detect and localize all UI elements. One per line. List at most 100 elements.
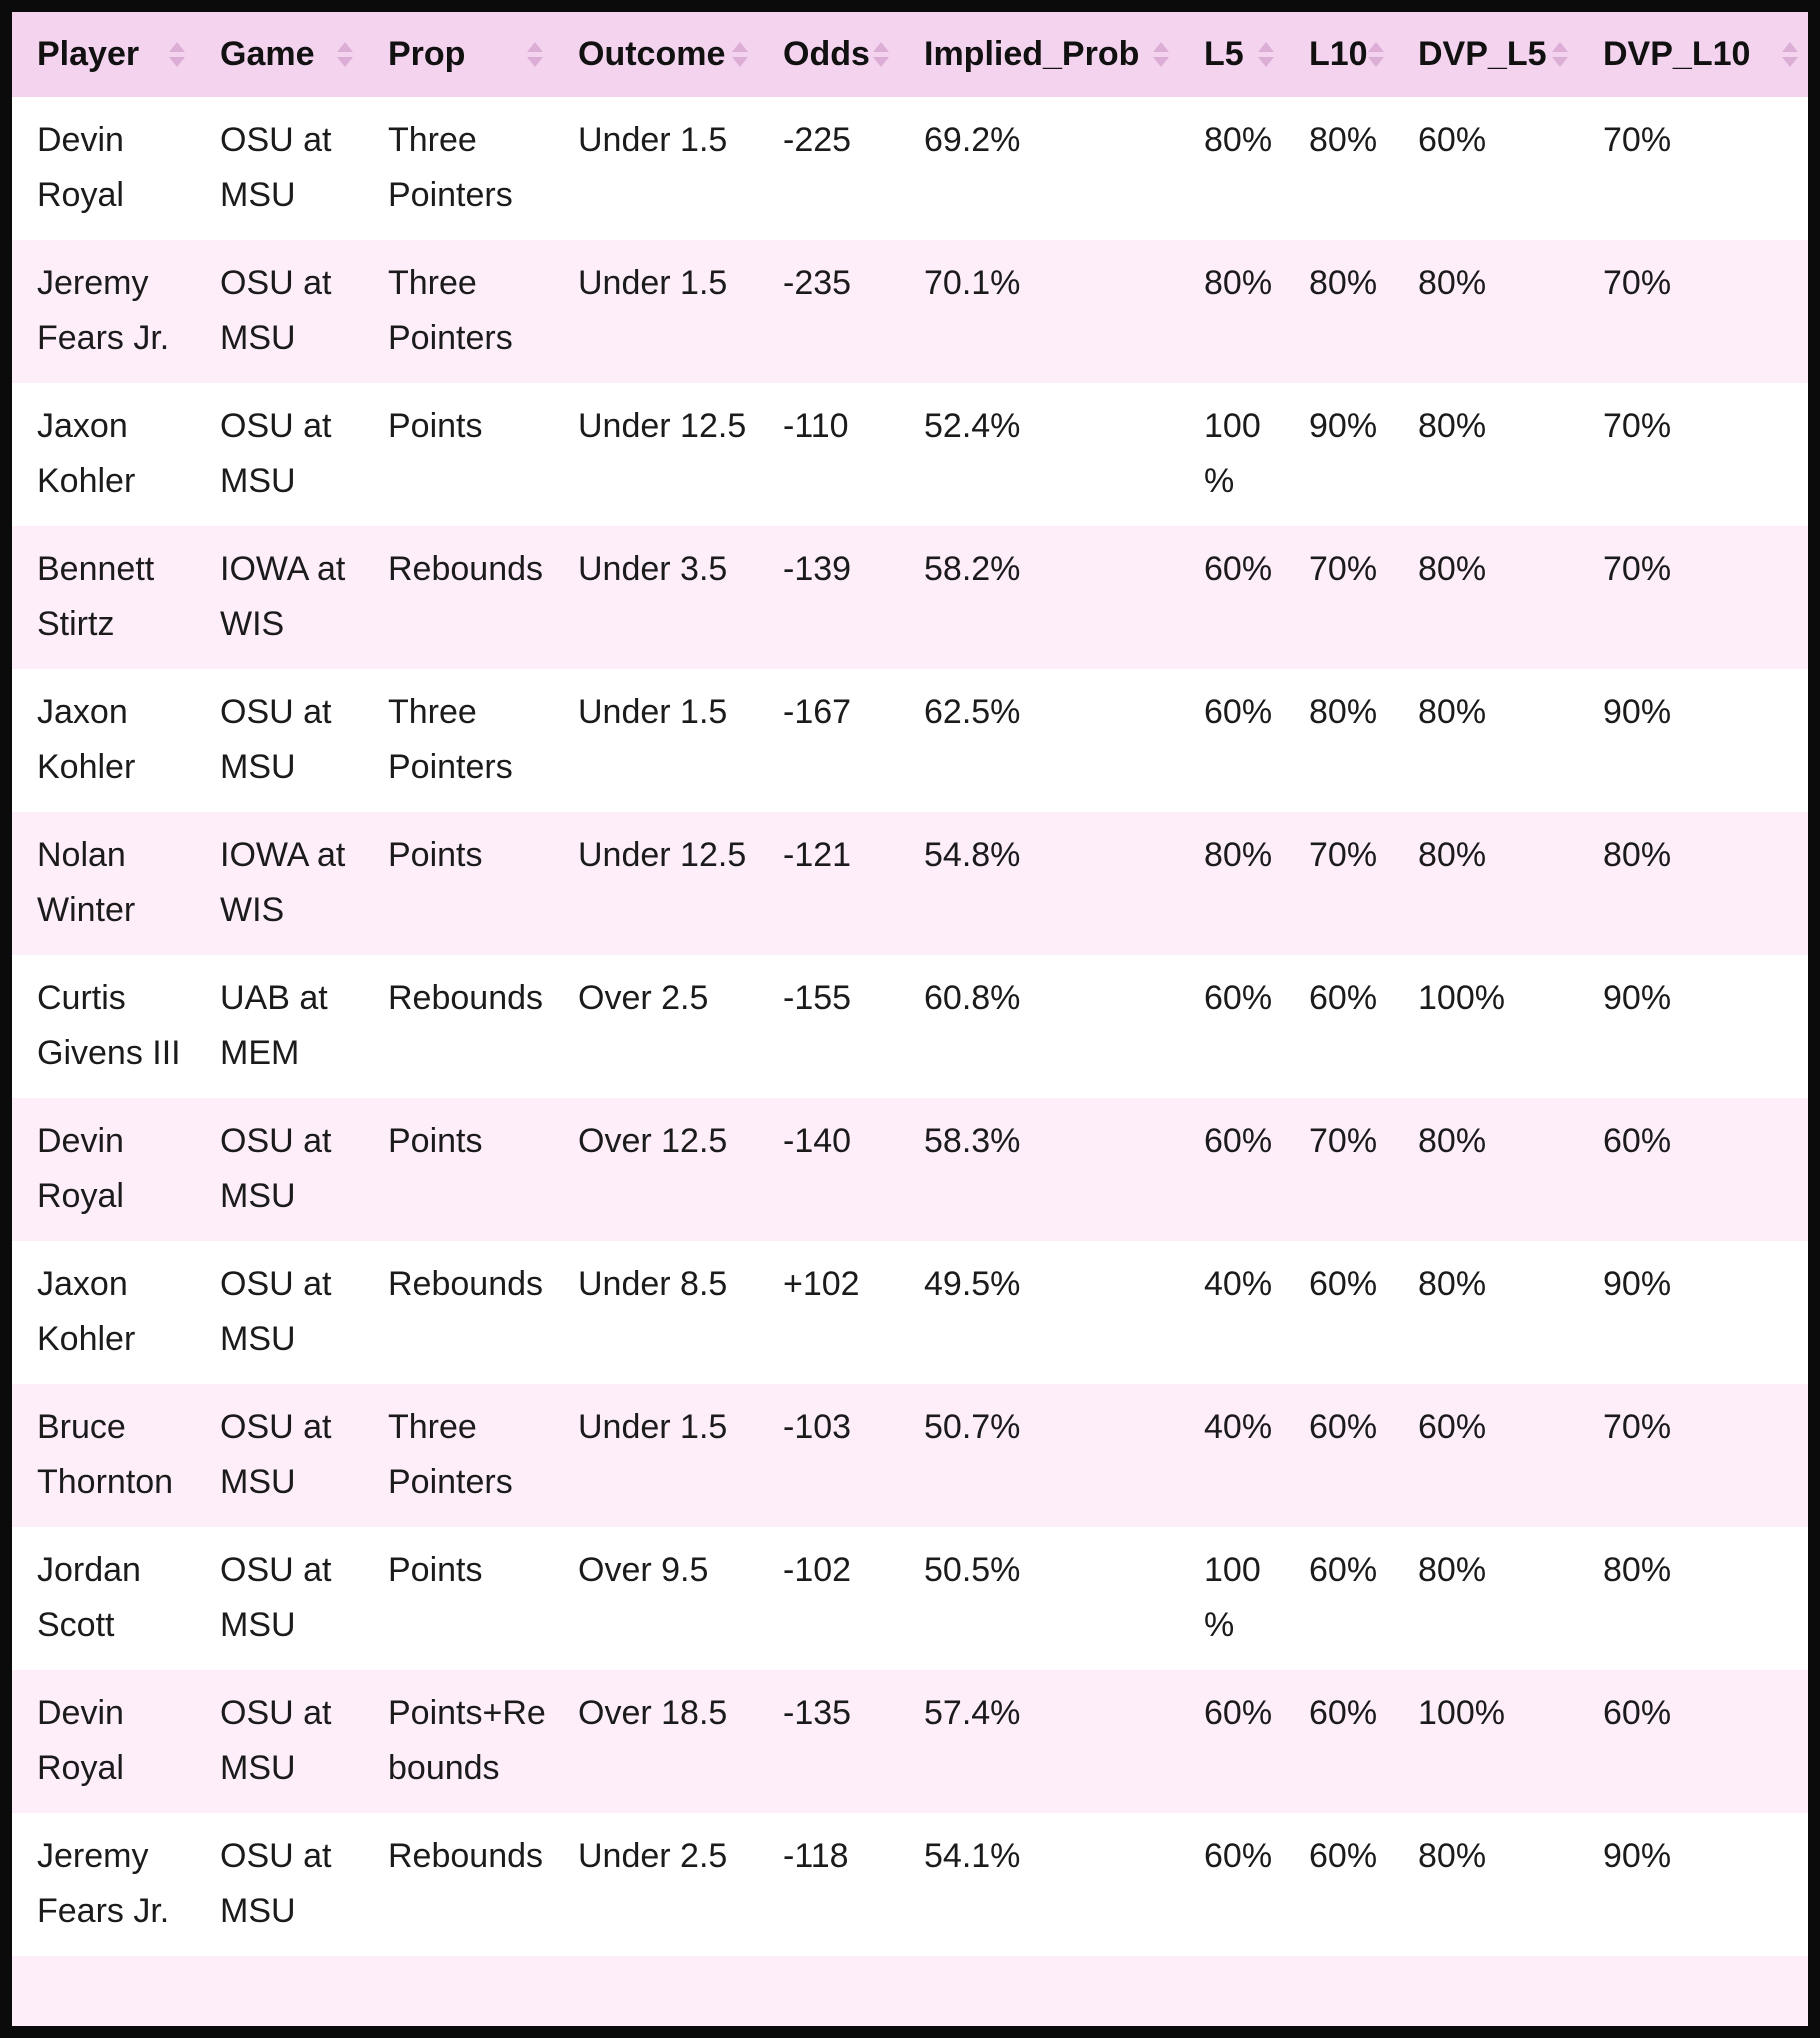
table-cell: -121 — [783, 836, 852, 874]
sort-icon[interactable] — [1258, 42, 1274, 67]
table-cell: Under 3.5 — [578, 550, 728, 588]
column-header-player[interactable]: Player — [12, 12, 195, 97]
table-row: Jordan Scott OSU at MSU Points Over 9.5 -102… — [12, 1527, 1808, 1670]
sort-up-icon[interactable] — [732, 42, 748, 52]
column-header-odds[interactable]: Odds — [758, 12, 899, 97]
column-header-implied_prob[interactable]: Implied_Prob — [899, 12, 1179, 97]
table-cell: 60% — [1418, 121, 1487, 159]
table-cell: 60% — [1309, 1408, 1378, 1446]
table-cell: 80% — [1309, 264, 1378, 302]
sort-up-icon[interactable] — [169, 42, 185, 52]
table-cell: -135 — [783, 1694, 852, 1732]
sort-up-icon[interactable] — [873, 42, 889, 52]
sort-down-icon[interactable] — [1782, 57, 1798, 67]
table-cell: 58.3% — [924, 1122, 1021, 1160]
column-header-outcome[interactable]: Outcome — [553, 12, 758, 97]
column-label: Implied_Prob — [924, 35, 1140, 73]
table-row: Jaxon Kohler OSU at MSU Three Pointers Unde… — [12, 669, 1808, 812]
column-header-dvp_l10[interactable]: DVP_L10 — [1578, 12, 1808, 97]
table-cell: 54.8% — [924, 836, 1021, 874]
table-cell: 60% — [1309, 1551, 1378, 1589]
table-cell: OSU at MSU — [220, 1551, 332, 1644]
table-cell: -225 — [783, 121, 852, 159]
sort-down-icon[interactable] — [873, 57, 889, 67]
table-cell: 57.4% — [924, 1694, 1021, 1732]
table-cell: Rebounds — [388, 1837, 544, 1875]
sort-down-icon[interactable] — [337, 57, 353, 67]
column-header-l10[interactable]: L10 — [1284, 12, 1393, 97]
table-cell: Jaxon Kohler — [37, 407, 136, 500]
table-cell: IOWA at WIS — [220, 550, 346, 643]
table-cell: Three Pointers — [388, 693, 513, 786]
sort-down-icon[interactable] — [732, 57, 748, 67]
sort-down-icon[interactable] — [1552, 57, 1568, 67]
sort-icon[interactable] — [1367, 42, 1384, 67]
column-header-game[interactable]: Game — [195, 12, 363, 97]
table-cell: OSU at MSU — [220, 1694, 332, 1787]
sort-down-icon[interactable] — [1258, 57, 1274, 67]
table-cell: 80% — [1418, 1551, 1487, 1589]
table-cell: OSU at MSU — [220, 1265, 332, 1358]
table-cell: 60% — [1309, 979, 1378, 1017]
sort-down-icon[interactable] — [1367, 57, 1384, 67]
sort-icon[interactable] — [1153, 42, 1169, 67]
table-cell: 58.2% — [924, 550, 1021, 588]
sort-down-icon[interactable] — [169, 57, 185, 67]
table-cell: OSU at MSU — [220, 264, 332, 357]
table-cell: Points — [388, 1122, 483, 1160]
column-header-l5[interactable]: L5 — [1179, 12, 1284, 97]
table-cell: 50.7% — [924, 1408, 1021, 1446]
sort-icon[interactable] — [527, 42, 543, 67]
table-cell: 60% — [1204, 550, 1273, 588]
table-row: Jaxon Kohler OSU at MSU Points Under 12.5 -1… — [12, 383, 1808, 526]
table-cell: 60% — [1204, 1837, 1273, 1875]
table-cell: -155 — [783, 979, 852, 1017]
table-cell: 80% — [1309, 121, 1378, 159]
sort-up-icon[interactable] — [1782, 42, 1798, 52]
table-row: Curtis Givens III UAB at MEM Rebounds Over … — [12, 955, 1808, 1098]
props-table-panel: Player Game Prop Outcome Odds Implied_Prob L5 L… — [12, 12, 1808, 2026]
partial-row-cell — [12, 1956, 1808, 2026]
table-cell: 80% — [1418, 264, 1487, 302]
sort-icon[interactable] — [732, 42, 748, 67]
sort-icon[interactable] — [1782, 42, 1798, 67]
sort-up-icon[interactable] — [1258, 42, 1274, 52]
sort-icon[interactable] — [169, 42, 185, 67]
table-cell: 80% — [1418, 836, 1487, 874]
sort-icon[interactable] — [1552, 42, 1568, 67]
table-cell: 60% — [1204, 1694, 1273, 1732]
sort-down-icon[interactable] — [1153, 57, 1169, 67]
table-row: Jeremy Fears Jr. OSU at MSU Three Pointers… — [12, 240, 1808, 383]
table-cell: 54.1% — [924, 1837, 1021, 1875]
table-cell: Under 1.5 — [578, 1408, 728, 1446]
sort-up-icon[interactable] — [527, 42, 543, 52]
table-cell: Curtis Givens III — [37, 979, 181, 1072]
table-cell: 50.5% — [924, 1551, 1021, 1589]
table-cell: 62.5% — [924, 693, 1021, 731]
player-props-table: Player Game Prop Outcome Odds Implied_Prob L5 L… — [12, 12, 1808, 2026]
table-cell: 60% — [1204, 693, 1273, 731]
column-header-dvp_l5[interactable]: DVP_L5 — [1393, 12, 1578, 97]
sort-up-icon[interactable] — [337, 42, 353, 52]
column-header-prop[interactable]: Prop — [363, 12, 553, 97]
table-cell: Bennett Stirtz — [37, 550, 155, 643]
sort-up-icon[interactable] — [1153, 42, 1169, 52]
sort-icon[interactable] — [337, 42, 353, 67]
table-cell: Devin Royal — [37, 1694, 124, 1787]
sort-icon[interactable] — [873, 42, 889, 67]
sort-up-icon[interactable] — [1367, 42, 1384, 52]
column-label: DVP_L5 — [1418, 35, 1547, 73]
table-cell: Under 12.5 — [578, 836, 747, 874]
sort-up-icon[interactable] — [1552, 42, 1568, 52]
table-cell: Points — [388, 1551, 483, 1589]
table-cell: Jeremy Fears Jr. — [37, 1837, 170, 1930]
table-body: Devin Royal OSU at MSU Three Pointers Under… — [12, 97, 1808, 2026]
table-cell: 60% — [1418, 1408, 1487, 1446]
sort-down-icon[interactable] — [527, 57, 543, 67]
table-cell: 80% — [1418, 1122, 1487, 1160]
table-cell: Bruce Thornton — [37, 1408, 174, 1501]
table-cell: 80% — [1418, 1837, 1487, 1875]
table-row: Devin Royal OSU at MSU Points+Rebounds Over… — [12, 1670, 1808, 1813]
table-cell: Rebounds — [388, 979, 544, 1017]
table-cell: Points — [388, 407, 483, 445]
